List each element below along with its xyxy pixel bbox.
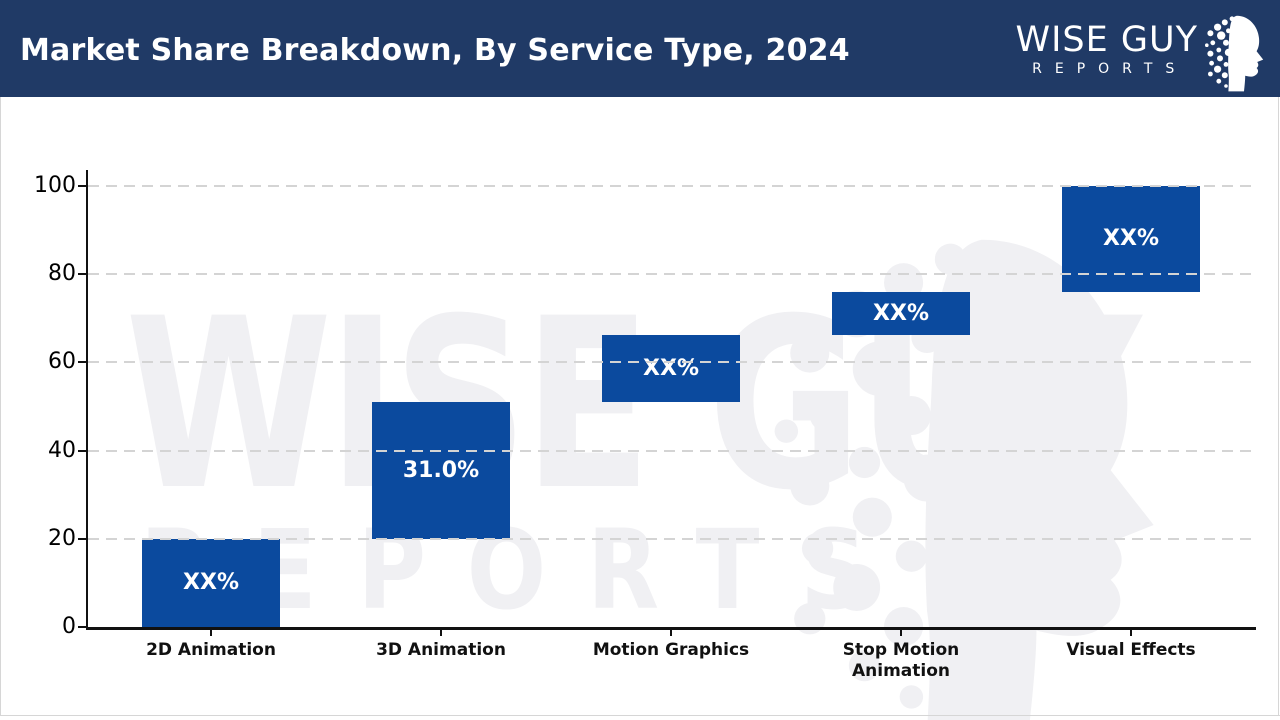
bar-motion-graphics: XX%: [602, 334, 740, 403]
bar-3d-animation: 31.0%: [372, 402, 510, 539]
bar-stop-motion-animation: XX%: [832, 291, 970, 335]
x-category-label: 2D Animation: [146, 640, 276, 660]
wiseguy-head-icon: [1205, 15, 1264, 92]
y-tick-label: 100: [34, 173, 76, 198]
y-tick-40: [78, 449, 86, 452]
x-axis: [86, 627, 1256, 630]
x-category-label: Visual Effects: [1066, 640, 1196, 660]
x-tick-motion-graphics: [670, 630, 672, 636]
x-category-label: 3D Animation: [376, 640, 506, 660]
bar-visual-effects: XX%: [1062, 186, 1200, 292]
y-tick-label: 0: [62, 614, 76, 639]
bar-value-label: 31.0%: [402, 457, 480, 483]
y-tick-20: [78, 537, 86, 540]
logo-sub-text: REPORTS: [1032, 60, 1188, 77]
bar-2d-animation: XX%: [142, 538, 280, 627]
y-axis: [86, 170, 88, 630]
y-tick-0: [78, 626, 86, 628]
bar-value-label: XX%: [873, 300, 929, 326]
bar-value-label: XX%: [1103, 226, 1159, 252]
gridline-80: [88, 273, 1256, 276]
y-tick-label: 60: [48, 349, 76, 375]
x-tick-3d-animation: [440, 630, 442, 636]
x-category-label: Stop Motion Animation: [842, 640, 960, 681]
gridline-100: [88, 185, 1256, 187]
gridline-40: [88, 449, 1256, 452]
y-tick-label: 80: [48, 261, 76, 287]
bar-value-label: XX%: [643, 355, 699, 381]
x-tick-2d-animation: [210, 630, 212, 636]
y-tick-80: [78, 273, 86, 276]
x-tick-visual-effects: [1130, 630, 1132, 636]
y-tick-label: 40: [48, 437, 76, 463]
y-tick-60: [78, 361, 86, 364]
left-border: [0, 97, 1, 716]
right-border: [1278, 97, 1279, 716]
logo-text: WISE GUY REPORTS: [1015, 22, 1198, 77]
bar-value-label: XX%: [183, 570, 239, 596]
bottom-border: [0, 715, 1280, 716]
gridline-60: [88, 361, 1256, 364]
x-tick-stop-motion-animation: [900, 630, 902, 636]
gridline-20: [88, 537, 1256, 540]
brand-logo: WISE GUY REPORTS: [1015, 8, 1270, 92]
y-tick-100: [78, 185, 86, 187]
y-tick-label: 20: [48, 525, 76, 551]
page-title: Market Share Breakdown, By Service Type,…: [20, 33, 850, 68]
logo-brand-text: WISE GUY: [1015, 20, 1198, 60]
header-bar: Market Share Breakdown, By Service Type,…: [0, 0, 1280, 97]
x-category-label: Motion Graphics: [592, 640, 750, 660]
